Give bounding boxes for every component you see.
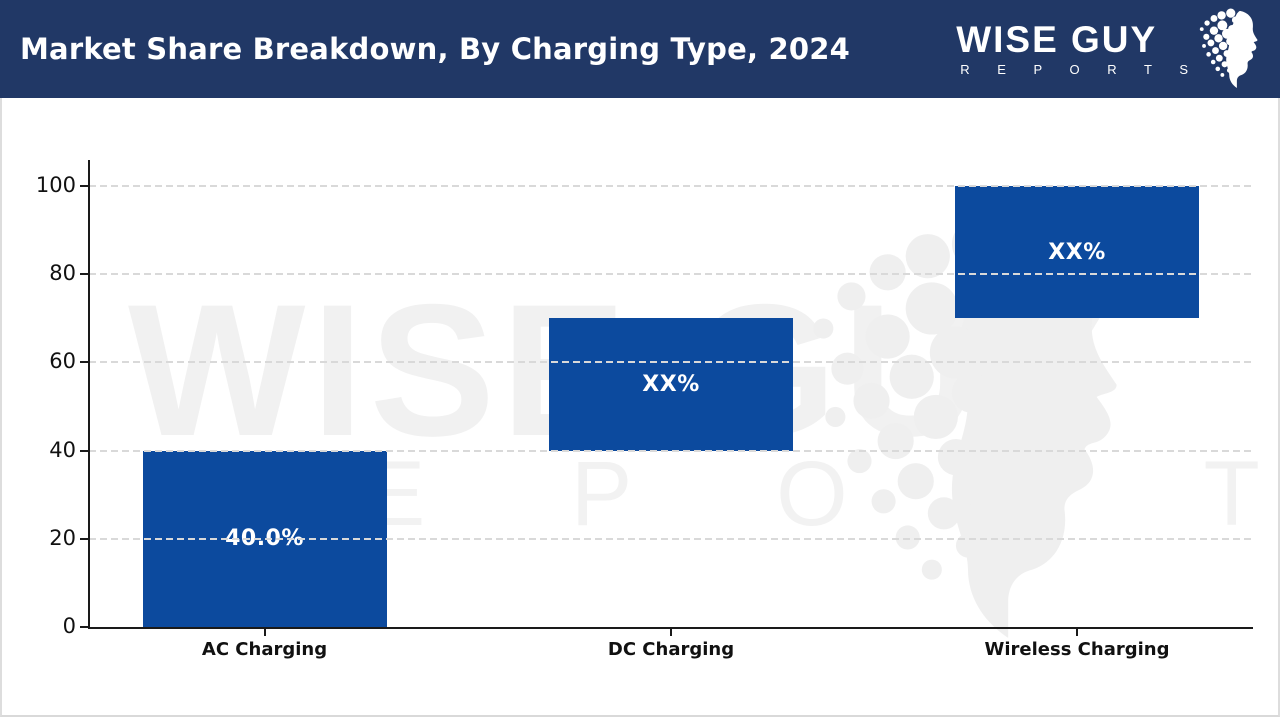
y-tick-label: 60	[49, 349, 76, 374]
y-tick	[80, 449, 88, 452]
gridline-60	[89, 361, 1253, 364]
y-tick-label: 40	[49, 437, 76, 462]
wiseguy-face-icon	[1199, 8, 1258, 88]
gridline-100	[89, 185, 1253, 187]
y-tick	[80, 185, 88, 187]
x-axis-line	[88, 627, 1253, 629]
header: Market Share Breakdown, By Charging Type…	[0, 0, 1280, 98]
y-tick-label: 0	[62, 614, 76, 638]
wiseguy-wordmark: WISE GUY	[956, 18, 1158, 60]
y-tick-label: 80	[49, 261, 76, 286]
y-tick	[80, 537, 88, 540]
x-axis-category-label: Wireless Charging	[984, 639, 1170, 660]
brand-logo: WISE GUY R E P O R T S	[956, 6, 1266, 92]
gridline-40	[89, 449, 1253, 452]
y-axis-spine	[88, 160, 90, 629]
y-tick-label: 20	[49, 525, 76, 550]
bar-wireless-charging: XX%	[955, 186, 1199, 319]
y-tick	[80, 273, 88, 276]
x-axis-category-label: DC Charging	[607, 639, 735, 660]
gridline-80	[89, 273, 1253, 276]
y-tick	[80, 626, 88, 628]
wiseguy-reports-label: R E P O R T S	[960, 62, 1200, 78]
x-tick	[1076, 629, 1078, 636]
page-title: Market Share Breakdown, By Charging Type…	[20, 32, 850, 66]
bar-value-label: XX%	[1048, 239, 1106, 265]
y-tick	[80, 361, 88, 364]
x-tick	[263, 629, 266, 636]
y-tick-label: 100	[35, 173, 76, 197]
x-tick	[670, 629, 672, 636]
x-axis-category-label: AC Charging	[201, 639, 328, 660]
brand-wordmark: WISE GUY R E P O R T S	[956, 18, 1200, 78]
bar-dc-charging: XX%	[549, 318, 793, 451]
bar-value-label: XX%	[642, 371, 700, 397]
gridline-20	[89, 537, 1253, 540]
